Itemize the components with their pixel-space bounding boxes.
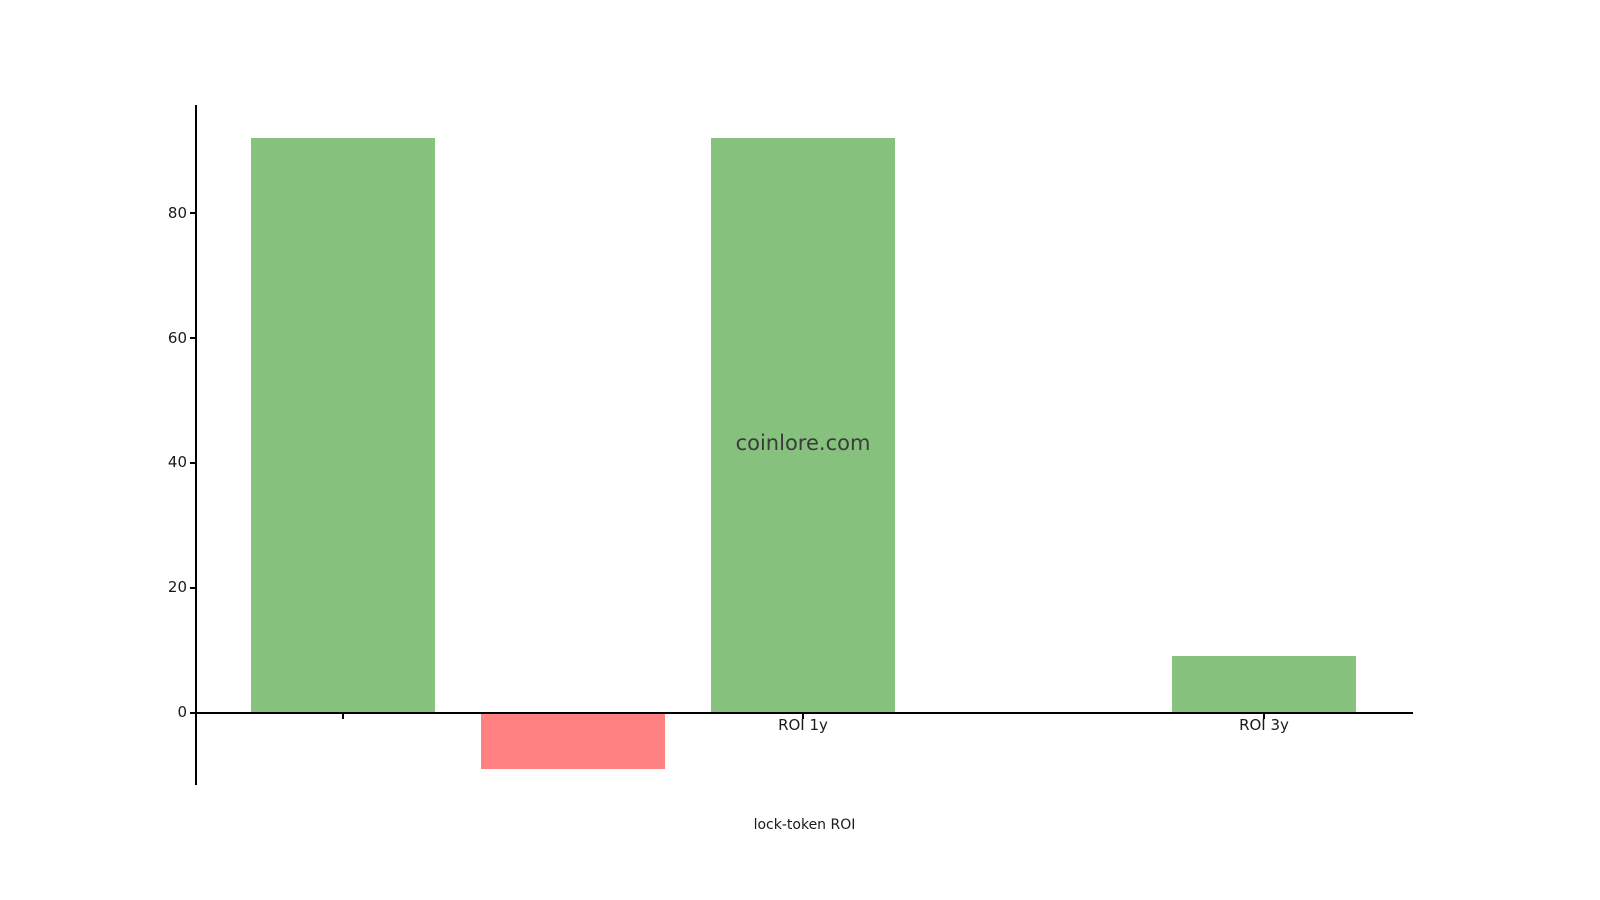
y-tick-label: 0 bbox=[177, 703, 187, 721]
watermark-text: coinlore.com bbox=[735, 431, 871, 455]
bar-col-1 bbox=[251, 138, 435, 713]
bar-ROI 1y bbox=[711, 138, 895, 713]
x-tick-label: ROI 1y bbox=[778, 716, 828, 734]
y-tick-label: 20 bbox=[167, 578, 187, 597]
y-tick-mark bbox=[190, 461, 195, 464]
x-axis-line bbox=[196, 712, 1413, 714]
y-tick-label: 60 bbox=[167, 328, 187, 347]
x-tick-mark bbox=[802, 713, 804, 719]
x-tick-label: ROI 3y bbox=[1239, 716, 1289, 734]
y-tick-label: 80 bbox=[167, 203, 187, 222]
y-tick-mark bbox=[190, 337, 195, 340]
y-tick-mark bbox=[190, 711, 195, 714]
y-tick-mark bbox=[190, 586, 195, 589]
y-axis-spine bbox=[195, 105, 197, 785]
y-tick-mark bbox=[190, 212, 195, 215]
bar-col-2 bbox=[481, 712, 665, 769]
chart-title: lock-token ROI bbox=[753, 817, 856, 833]
bar-ROI 3y bbox=[1172, 656, 1356, 713]
y-tick-label: 40 bbox=[167, 453, 187, 472]
x-tick-mark bbox=[1263, 713, 1265, 719]
x-tick-mark bbox=[342, 713, 344, 719]
